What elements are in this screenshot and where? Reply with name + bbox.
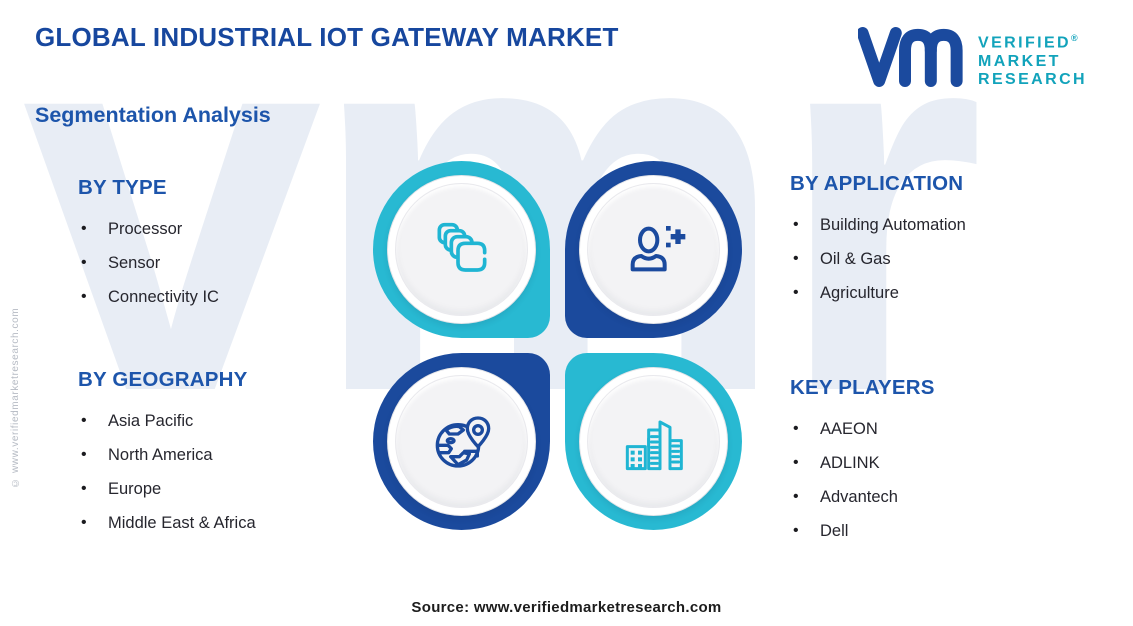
logo-line-verified: VERIFIED [978,34,1071,52]
page-title: GLOBAL INDUSTRIAL IOT GATEWAY MARKET [35,22,619,52]
circle-white-ring [387,175,536,324]
by-geography-list: Asia PacificNorth AmericaEuropeMiddle Ea… [78,404,256,540]
circle-white-ring [579,175,728,324]
person-plus-icon [630,225,685,271]
buildings-icon [625,420,683,470]
list-item: ADLINK [790,446,935,480]
circle-white-ring [387,367,536,516]
section-heading-by-type: BY TYPE [78,176,167,199]
circle-by-application [565,161,742,338]
list-item: Asia Pacific [78,404,256,438]
subtitle-segmentation-analysis: Segmentation Analysis [35,103,271,127]
section-heading-key-players: KEY PLAYERS [790,376,935,399]
key-players-list: AAEONADLINKAdvantechDell [790,412,935,548]
vmr-logo: VERIFIED® MARKET RESEARCH [858,26,1087,90]
section-by-geography: BY GEOGRAPHY Asia PacificNorth AmericaEu… [78,368,256,540]
list-item: Connectivity IC [78,280,219,314]
circle-inner-disc [587,375,720,508]
segmentation-circles-graphic [373,161,742,530]
list-item: Agriculture [790,276,966,310]
list-item: Oil & Gas [790,242,966,276]
circle-key-players [565,353,742,530]
circle-by-type [373,161,550,338]
list-item: Europe [78,472,256,506]
circle-white-ring [579,367,728,516]
section-key-players: KEY PLAYERS AAEONADLINKAdvantechDell [790,376,935,548]
stacked-chips-icon [437,222,486,272]
list-item: Dell [790,514,935,548]
list-item: Advantech [790,480,935,514]
globe-location-icon [435,415,490,468]
circle-inner-disc [395,375,528,508]
list-item: Middle East & Africa [78,506,256,540]
side-copyright-text: © www.verifiedmarketresearch.com [10,307,21,488]
section-by-type: BY TYPE ProcessorSensorConnectivity IC [78,176,219,314]
section-heading-by-application: BY APPLICATION [790,172,964,195]
by-application-list: Building AutomationOil & GasAgriculture [790,208,966,310]
section-heading-by-geography: BY GEOGRAPHY [78,368,248,391]
logo-line-research: RESEARCH [978,71,1087,89]
circle-inner-disc [587,183,720,316]
vmr-logo-mark-icon [858,27,963,87]
list-item: AAEON [790,412,935,446]
source-attribution: Source: www.verifiedmarketresearch.com [411,599,722,616]
list-item: Sensor [78,246,219,280]
circle-by-geography [373,353,550,530]
registered-trademark-icon: ® [1071,33,1078,43]
section-by-application: BY APPLICATION Building AutomationOil & … [790,172,966,310]
list-item: Building Automation [790,208,966,242]
logo-line-market: MARKET [978,52,1061,70]
circle-inner-disc [395,183,528,316]
list-item: North America [78,438,256,472]
by-type-list: ProcessorSensorConnectivity IC [78,212,219,314]
list-item: Processor [78,212,219,246]
logo-wordmark: VERIFIED® MARKET RESEARCH [978,26,1087,90]
